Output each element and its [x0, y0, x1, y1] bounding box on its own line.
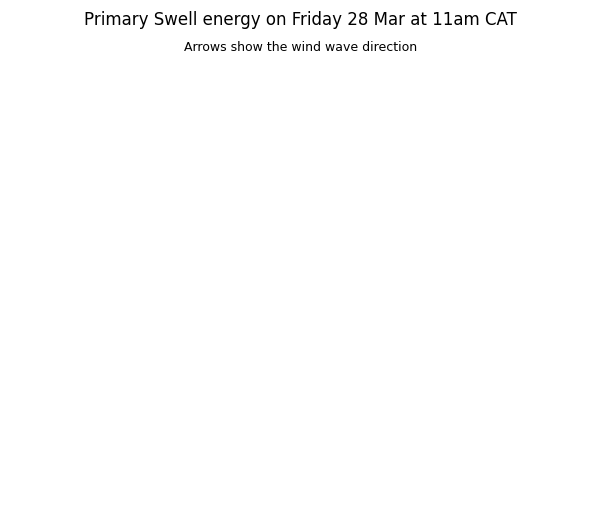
Text: Arrows show the wind wave direction: Arrows show the wind wave direction: [184, 41, 417, 54]
Text: Install cartopy for map rendering: Install cartopy for map rendering: [186, 280, 415, 294]
Text: Primary Swell energy on Friday 28 Mar at 11am CAT: Primary Swell energy on Friday 28 Mar at…: [84, 11, 517, 29]
